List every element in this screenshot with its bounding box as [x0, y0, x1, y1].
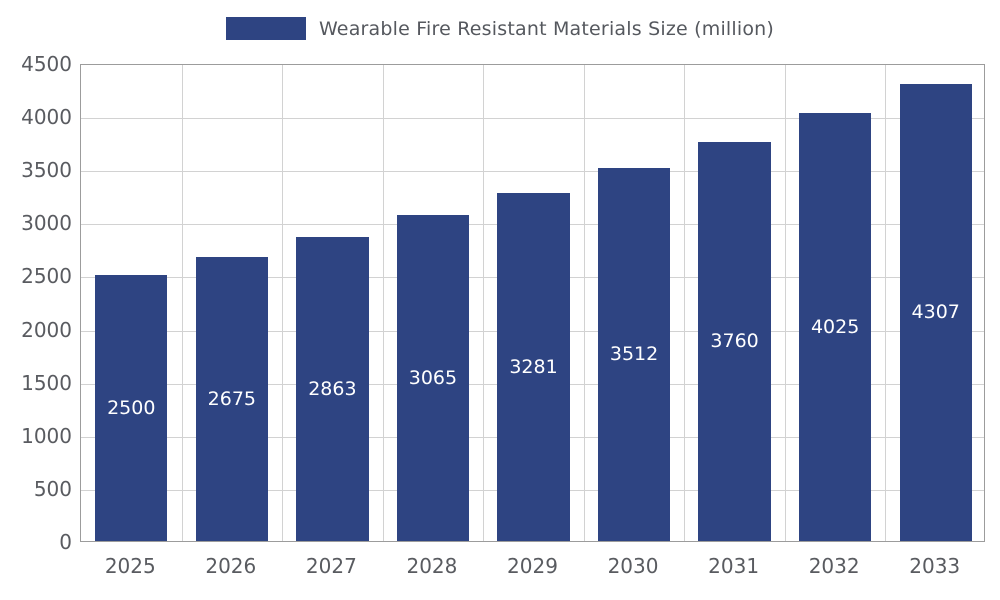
bar-2029: 3281	[497, 192, 570, 541]
gridline-vertical	[684, 65, 686, 541]
legend: Wearable Fire Resistant Materials Size (…	[0, 17, 1000, 40]
gridline-vertical	[181, 65, 183, 541]
bar-2026: 2675	[195, 256, 269, 541]
x-tick-label: 2030	[607, 554, 659, 578]
y-tick-label: 1500	[21, 370, 72, 395]
bar-value-label: 4025	[810, 316, 860, 339]
gridline-vertical	[885, 65, 887, 541]
x-tick-label: 2028	[406, 554, 458, 578]
gridline-vertical	[483, 65, 485, 541]
gridline-vertical	[583, 65, 585, 541]
bar-value-label: 3512	[609, 343, 659, 366]
gridline-horizontal	[81, 118, 984, 120]
gridline-vertical	[784, 65, 786, 541]
gridline-horizontal	[81, 171, 984, 173]
bar-value-label: 2675	[207, 387, 256, 410]
y-tick-label: 4500	[21, 52, 72, 76]
legend-label: Wearable Fire Resistant Materials Size (…	[318, 17, 775, 40]
bar-2028: 3065	[396, 215, 470, 541]
x-tick-label: 2033	[909, 554, 961, 578]
bar-value-label: 4307	[911, 301, 960, 324]
y-tick-label: 2500	[21, 264, 72, 289]
bar-2025: 2500	[95, 275, 168, 541]
y-tick-label: 500	[33, 476, 72, 501]
bar-value-label: 2500	[107, 397, 156, 420]
gridline-vertical	[282, 65, 284, 541]
legend-swatch	[225, 17, 306, 40]
y-tick-label: 1000	[21, 423, 72, 448]
x-tick-label: 2032	[808, 554, 860, 578]
gridline-vertical	[382, 65, 384, 541]
bar-value-label: 3065	[408, 367, 458, 390]
bar-value-label: 3760	[710, 330, 759, 353]
bar-2032: 4025	[798, 113, 872, 541]
y-tick-label: 3500	[21, 158, 72, 183]
x-tick-label: 2029	[507, 554, 558, 578]
x-tick-label: 2025	[104, 554, 156, 578]
y-tick-label: 3000	[21, 211, 72, 236]
bar-2033: 4307	[899, 83, 972, 541]
bar-2027: 2863	[296, 236, 369, 541]
y-tick-label: 4000	[21, 105, 72, 130]
bar-value-label: 3281	[509, 355, 558, 378]
bar-2030: 3512	[597, 167, 671, 541]
y-tick-label: 0	[59, 530, 72, 554]
y-tick-label: 2000	[21, 317, 72, 342]
x-tick-label: 2026	[205, 554, 257, 578]
x-tick-label: 2031	[708, 554, 760, 578]
bar-value-label: 2863	[308, 377, 357, 400]
bar-2031: 3760	[698, 141, 771, 541]
x-tick-label: 2027	[305, 554, 357, 578]
plot-area: 2500 2675 2863 3065 3281 3512 3760 4025 4307	[80, 64, 985, 542]
